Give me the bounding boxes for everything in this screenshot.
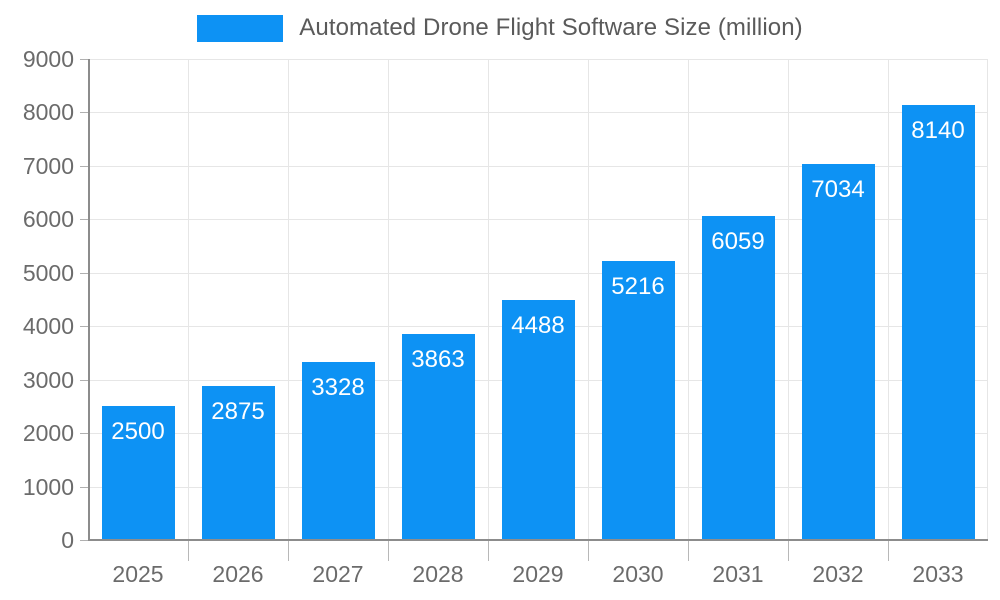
y-axis-tick-label: 3000: [22, 366, 74, 393]
x-axis-tick: [388, 541, 389, 561]
x-axis-tick: [188, 541, 189, 561]
y-gridline: [88, 219, 988, 221]
y-axis-tick: [80, 112, 88, 114]
x-axis-tick-label: 2033: [912, 561, 964, 587]
y-gridline: [88, 272, 988, 274]
y-axis-tick-label: 4000: [22, 313, 74, 340]
y-axis-tick: [80, 59, 88, 60]
bar-value-label: 4488: [511, 312, 565, 340]
bar-value-label: 6059: [711, 228, 765, 256]
y-axis-tick: [80, 326, 88, 328]
bar[interactable]: [901, 104, 975, 540]
x-gridline: [388, 59, 389, 540]
bar[interactable]: [501, 300, 575, 540]
x-gridline: [188, 59, 189, 540]
legend-label[interactable]: Automated Drone Flight Software Size (mi…: [299, 14, 803, 41]
x-axis-tick-label: 2031: [712, 561, 764, 587]
y-axis-line: [88, 59, 90, 541]
x-gridline: [488, 59, 489, 540]
x-axis-tick-label: 2030: [612, 561, 664, 587]
x-axis-line: [88, 539, 988, 541]
y-axis-tick-label: 8000: [22, 99, 74, 126]
x-gridline: [888, 59, 889, 540]
x-axis-tick: [888, 541, 889, 561]
x-axis-tick: [688, 541, 689, 561]
x-gridline: [288, 59, 289, 540]
x-gridline: [788, 59, 789, 540]
bar-value-label: 3328: [311, 374, 365, 402]
y-gridline: [88, 165, 988, 167]
y-axis-tick: [80, 379, 88, 381]
x-axis-tick-label: 2027: [312, 561, 364, 587]
x-axis-tick: [288, 541, 289, 561]
bar-value-label: 2875: [211, 398, 265, 426]
y-axis-tick: [80, 540, 88, 541]
bar[interactable]: [801, 164, 875, 540]
x-axis-tick: [788, 541, 789, 561]
y-axis-tick: [80, 165, 88, 167]
x-axis-tick-label: 2026: [212, 561, 264, 587]
bar[interactable]: [601, 261, 675, 540]
y-axis-tick: [80, 272, 88, 274]
y-gridline: [88, 59, 988, 60]
y-axis-tick-label: 6000: [22, 206, 74, 233]
y-gridline: [88, 112, 988, 114]
x-axis-tick-label: 2025: [112, 561, 164, 587]
legend-color-swatch[interactable]: [197, 14, 284, 42]
bar[interactable]: [401, 333, 475, 540]
x-gridline: [588, 59, 589, 540]
x-axis-tick: [588, 541, 589, 561]
y-axis-tick-label: 5000: [22, 259, 74, 286]
y-axis-tick-label: 9000: [22, 46, 74, 72]
x-axis-tick-label: 2028: [412, 561, 464, 587]
bar[interactable]: [701, 216, 775, 540]
bar[interactable]: [201, 386, 275, 540]
chart-legend: Automated Drone Flight Software Size (mi…: [0, 0, 1000, 56]
bar[interactable]: [101, 406, 175, 540]
x-axis-tick: [488, 541, 489, 561]
x-axis-tick-label: 2032: [812, 561, 864, 587]
x-gridline: [987, 59, 988, 540]
bar-value-label: 3863: [411, 345, 465, 373]
bar-value-label: 8140: [911, 116, 965, 144]
y-axis-labels: 0 1000 2000 3000 4000 5000 6000 7000 8000 9000: [0, 0, 74, 600]
y-axis-tick: [80, 219, 88, 221]
plot-area: 2500 2875 3328 3863 4488 5216 6059 7034 8140: [88, 59, 988, 541]
x-gridline: [688, 59, 689, 540]
bar[interactable]: [301, 362, 375, 540]
x-axis-tick-label: 2029: [512, 561, 564, 587]
bar-value-label: 5216: [611, 273, 665, 301]
y-axis-tick-label: 0: [61, 527, 74, 553]
y-axis-tick: [80, 433, 88, 435]
y-axis-tick-label: 2000: [22, 420, 74, 447]
y-axis-tick-label: 1000: [22, 473, 74, 500]
y-axis-tick: [80, 486, 88, 488]
bar-value-label: 2500: [111, 418, 165, 446]
bar-value-label: 7034: [811, 176, 865, 204]
y-axis-tick-label: 7000: [22, 152, 74, 179]
